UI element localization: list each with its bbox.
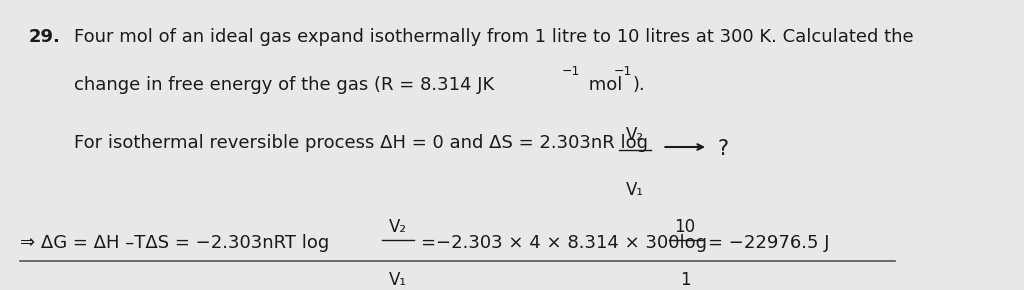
Text: −1: −1: [614, 65, 633, 78]
Text: mol: mol: [583, 75, 623, 93]
Text: ).: ).: [632, 75, 645, 93]
Text: 29.: 29.: [29, 28, 60, 46]
Text: −1: −1: [562, 65, 581, 78]
Text: 10: 10: [675, 218, 695, 236]
Text: V₂: V₂: [626, 126, 644, 144]
Text: V₁: V₁: [389, 271, 407, 289]
Text: change in free energy of the gas (R = 8.314 JK: change in free energy of the gas (R = 8.…: [75, 75, 495, 93]
Text: V₁: V₁: [626, 182, 644, 200]
Text: 1: 1: [680, 271, 690, 289]
Text: ?: ?: [717, 139, 728, 159]
Text: = −22976.5 J: = −22976.5 J: [708, 234, 829, 252]
Text: =−2.303 × 4 × 8.314 × 300log: =−2.303 × 4 × 8.314 × 300log: [421, 234, 707, 252]
Text: ⇒ ΔG = ΔH –TΔS = −2.303nRT log: ⇒ ΔG = ΔH –TΔS = −2.303nRT log: [19, 234, 329, 252]
Text: For isothermal reversible process ΔH = 0 and ΔS = 2.303nR log: For isothermal reversible process ΔH = 0…: [75, 134, 648, 152]
Text: V₂: V₂: [389, 218, 408, 236]
Text: Four mol of an ideal gas expand isothermally from 1 litre to 10 litres at 300 K.: Four mol of an ideal gas expand isotherm…: [75, 28, 914, 46]
